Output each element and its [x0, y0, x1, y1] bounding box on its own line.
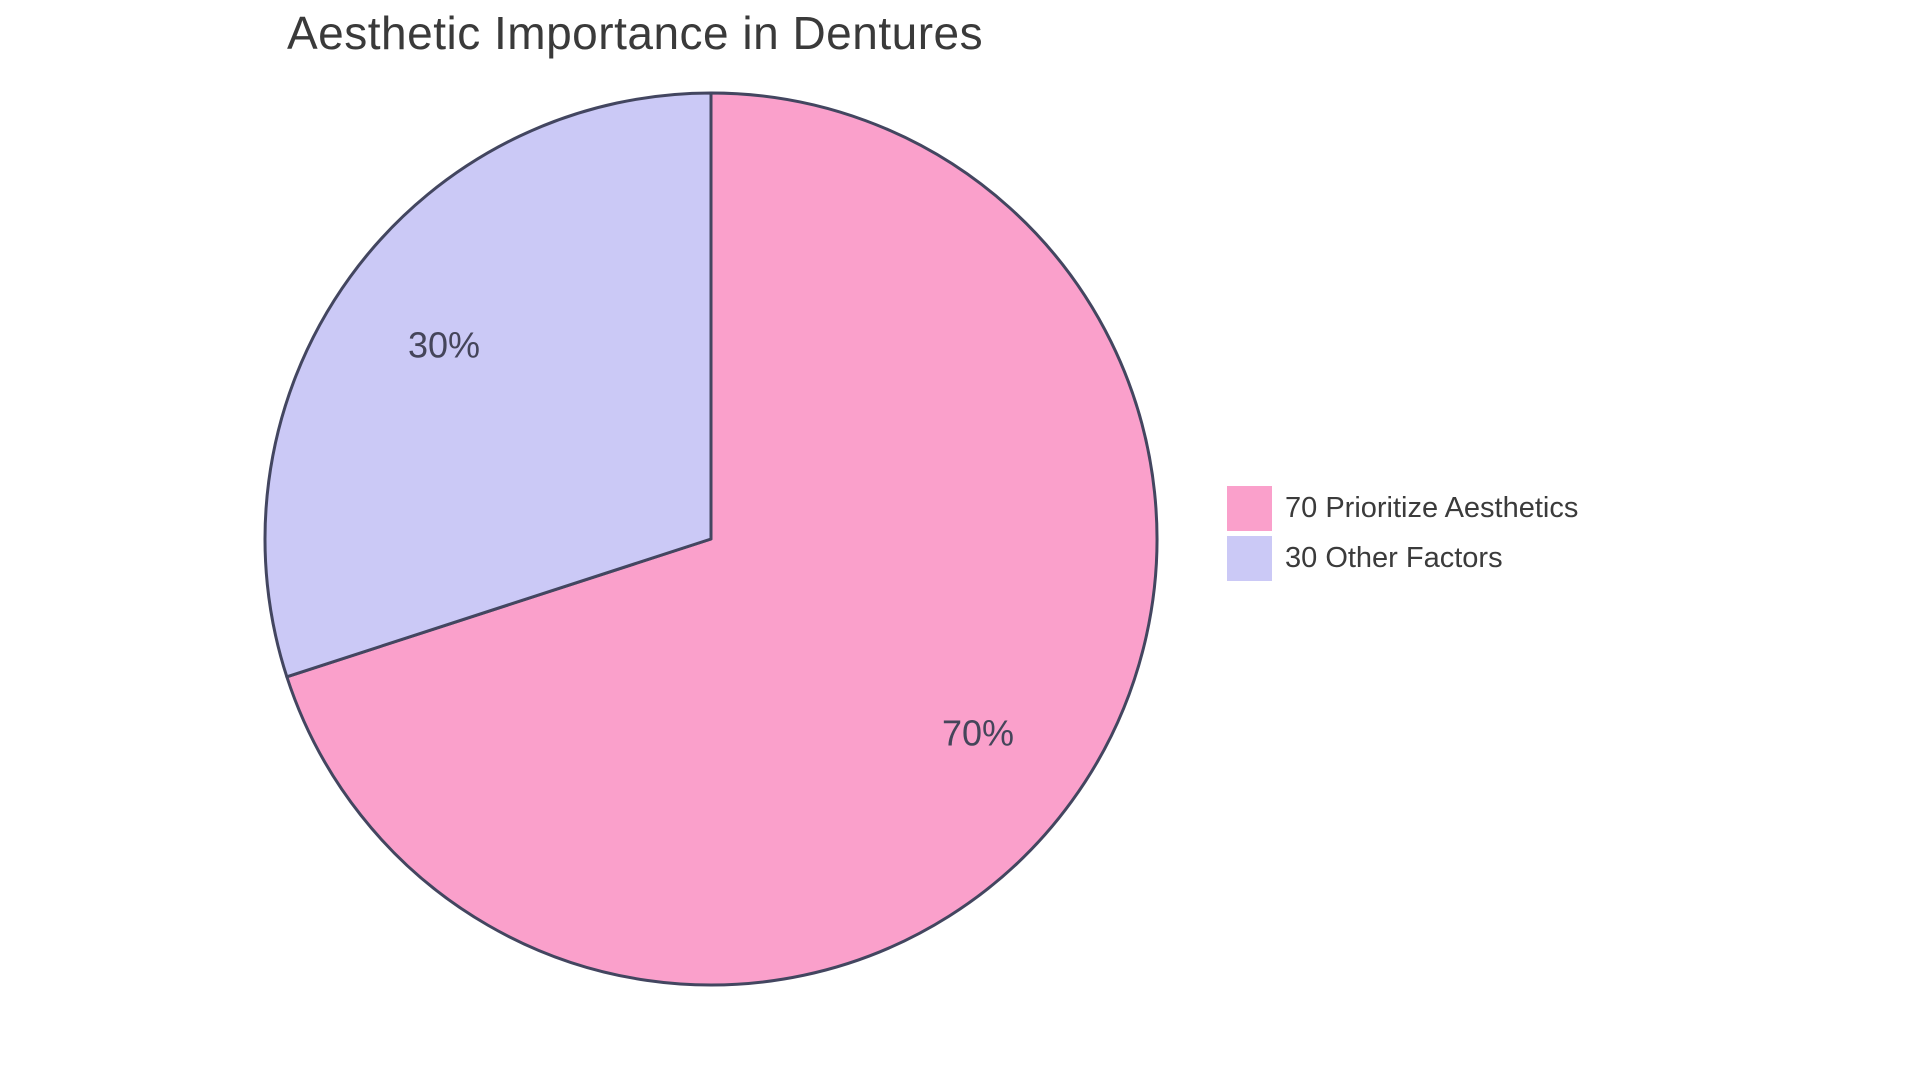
- legend-label-prioritize-aesthetics: 70 Prioritize Aesthetics: [1285, 492, 1579, 524]
- slice-percent-label: 30%: [408, 325, 480, 366]
- legend-swatch-prioritize-aesthetics: [1227, 486, 1272, 531]
- legend: 70 Prioritize Aesthetics 30 Other Factor…: [1227, 486, 1578, 586]
- legend-item-other-factors: 30 Other Factors: [1227, 536, 1578, 581]
- legend-item-prioritize-aesthetics: 70 Prioritize Aesthetics: [1227, 486, 1578, 531]
- slice-percent-label: 70%: [942, 713, 1014, 754]
- pie-slice: [285, 91, 1159, 987]
- legend-swatch-other-factors: [1227, 536, 1272, 581]
- legend-label-other-factors: 30 Other Factors: [1285, 542, 1503, 574]
- chart-title: Aesthetic Importance in Dentures: [287, 7, 984, 59]
- pie-slice: [263, 91, 713, 679]
